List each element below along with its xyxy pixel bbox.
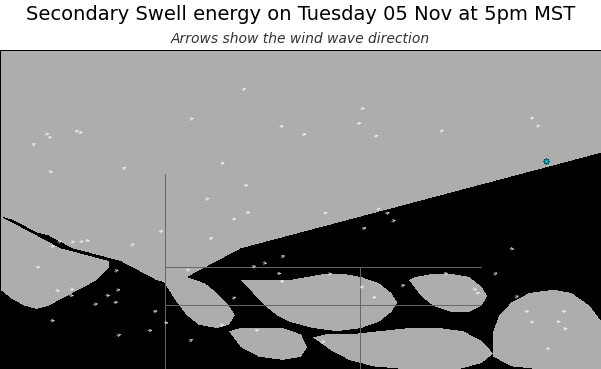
Text: Arrows show the wind wave direction: Arrows show the wind wave direction <box>171 32 430 46</box>
Text: Secondary Swell energy on Tuesday 05 Nov at 5pm MST: Secondary Swell energy on Tuesday 05 Nov… <box>26 4 575 24</box>
